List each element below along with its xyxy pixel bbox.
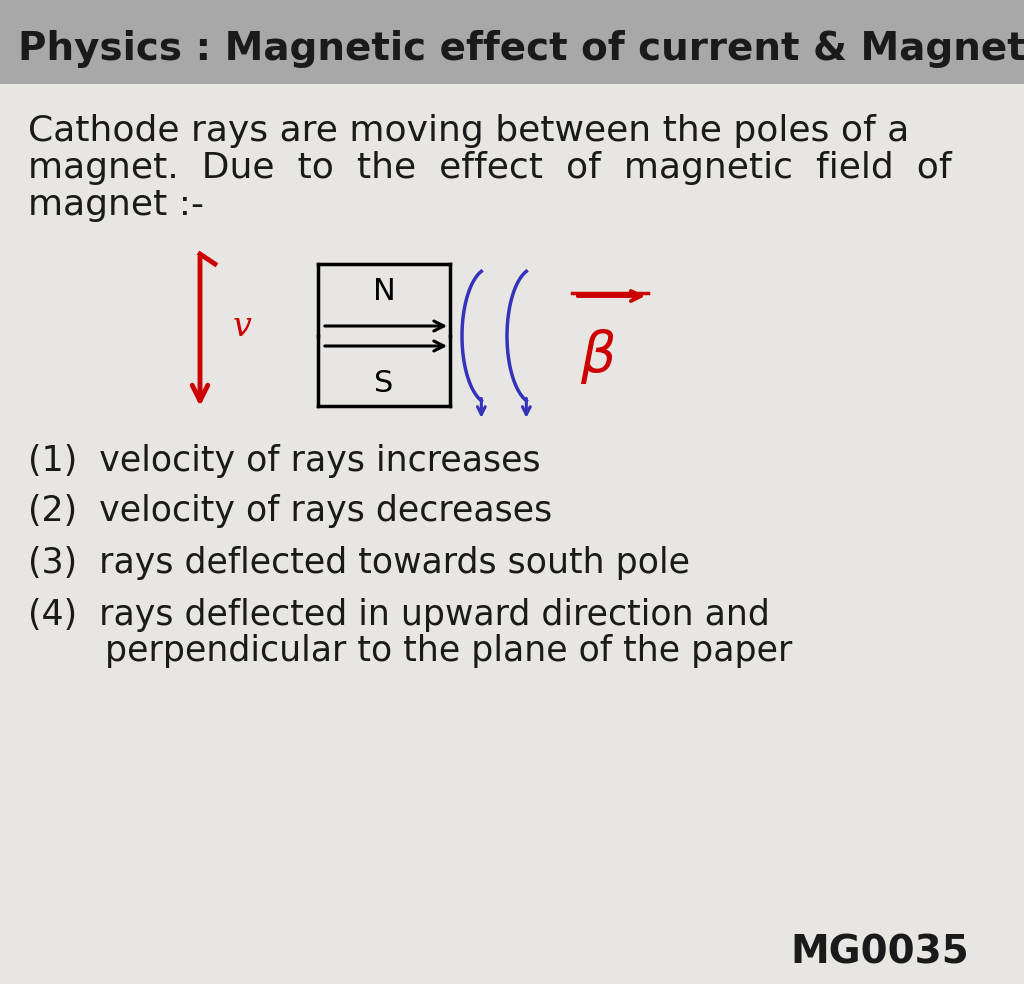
- Text: S: S: [375, 370, 393, 399]
- Text: N: N: [373, 277, 395, 305]
- Text: Cathode rays are moving between the poles of a: Cathode rays are moving between the pole…: [28, 114, 909, 148]
- Text: perpendicular to the plane of the paper: perpendicular to the plane of the paper: [28, 634, 793, 668]
- Text: MG0035: MG0035: [791, 933, 970, 971]
- Text: (3)  rays deflected towards south pole: (3) rays deflected towards south pole: [28, 546, 690, 580]
- Text: $\beta$: $\beta$: [581, 327, 615, 386]
- Text: (2)  velocity of rays decreases: (2) velocity of rays decreases: [28, 494, 552, 528]
- Text: v: v: [232, 311, 252, 343]
- Text: magnet :-: magnet :-: [28, 188, 204, 222]
- Bar: [0, 0, 1024, 84]
- Text: (4)  rays deflected in upward direction and: (4) rays deflected in upward direction a…: [28, 598, 770, 632]
- Text: Physics : Magnetic effect of current & Magnetism: Physics : Magnetic effect of current & M…: [18, 30, 1024, 68]
- Text: magnet.  Due  to  the  effect  of  magnetic  field  of: magnet. Due to the effect of magnetic fi…: [28, 151, 951, 185]
- Text: (1)  velocity of rays increases: (1) velocity of rays increases: [28, 444, 541, 478]
